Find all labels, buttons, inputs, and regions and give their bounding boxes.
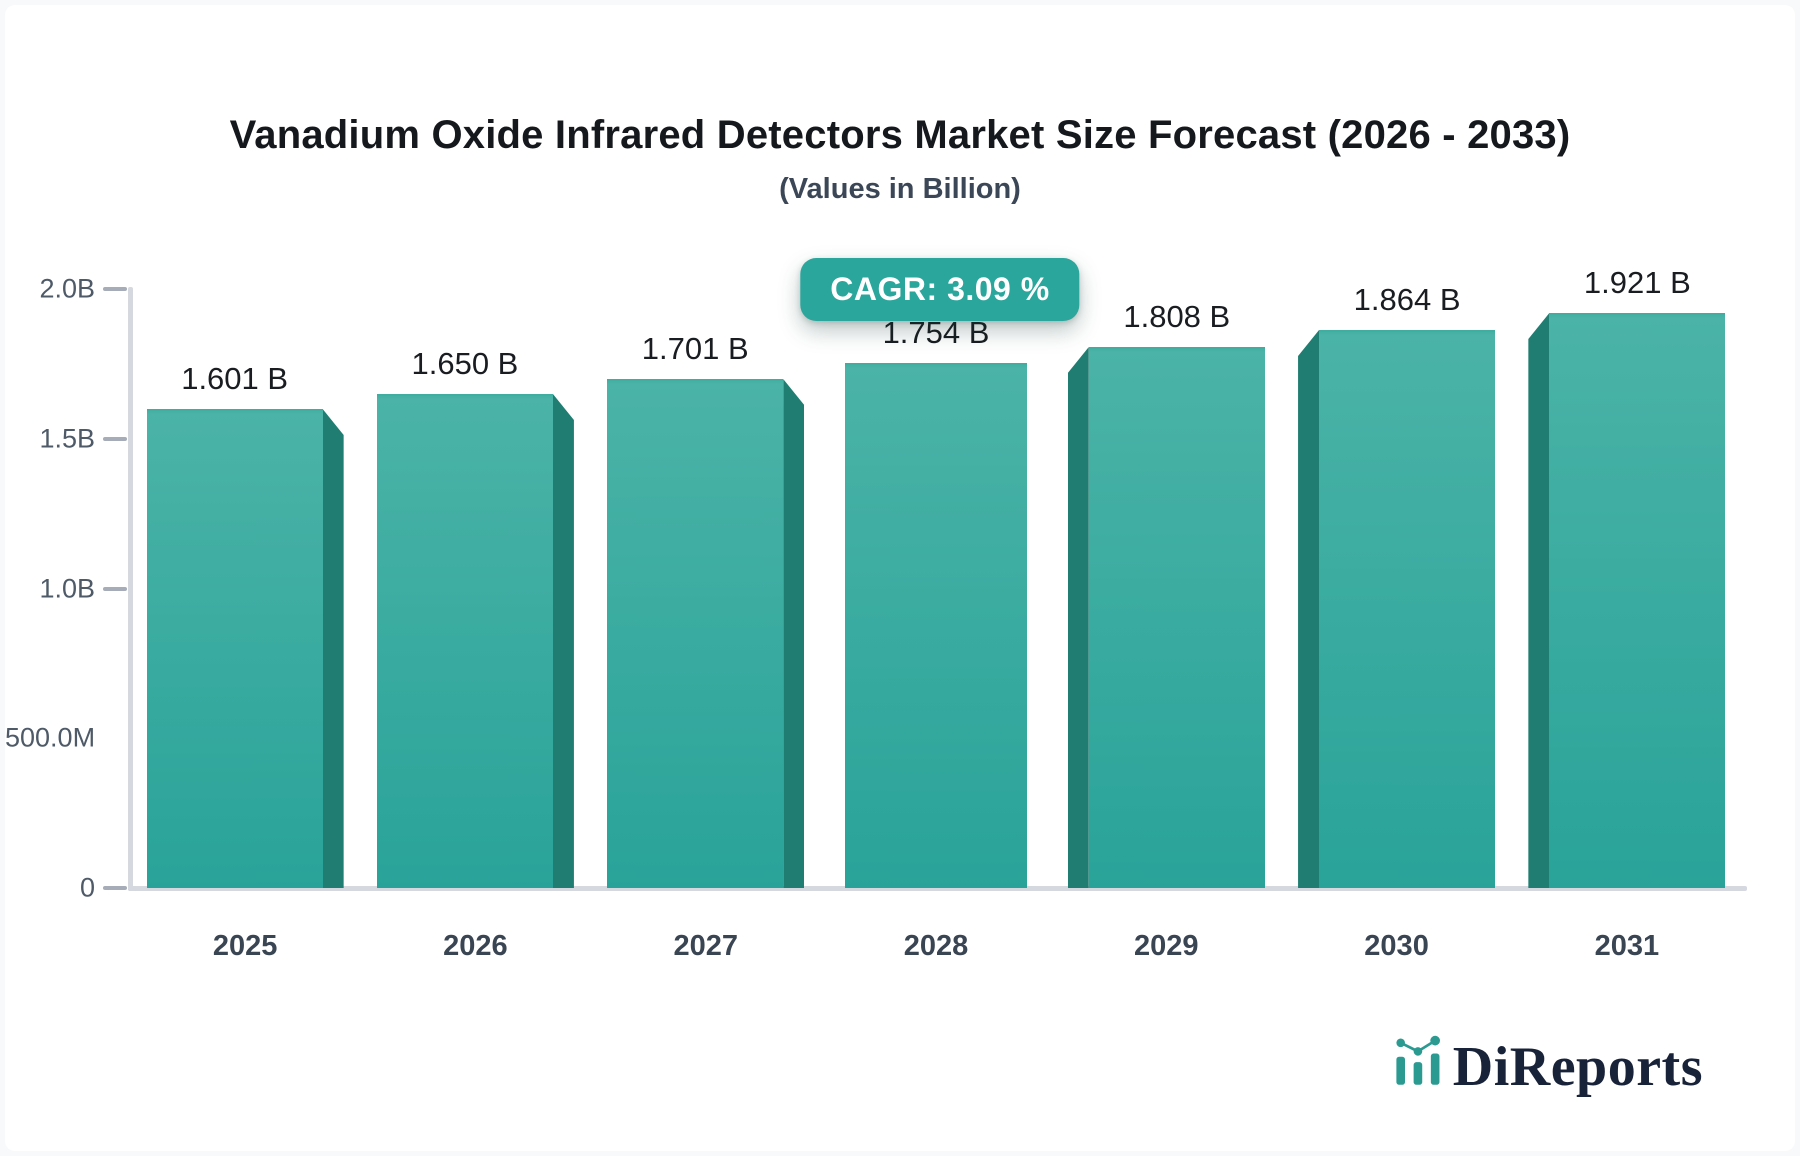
chart-title: Vanadium Oxide Infrared Detectors Market… xyxy=(229,113,1571,157)
bar-3d-side xyxy=(783,379,805,888)
y-axis-line xyxy=(128,287,133,891)
y-tick-dash xyxy=(103,436,127,441)
bar-2025 xyxy=(146,409,323,888)
bar-value-label: 1.650 B xyxy=(411,346,519,381)
x-axis-label-2025: 2025 xyxy=(212,930,278,962)
cagr-badge: CAGR: 3.09 % xyxy=(800,258,1080,321)
y-tick-label: 500.0M xyxy=(5,722,96,753)
bar-value-label: 1.601 B xyxy=(181,361,289,396)
x-axis-label-2028: 2028 xyxy=(903,930,969,962)
x-axis-label-2026: 2026 xyxy=(443,930,508,962)
y-tick-dash xyxy=(103,586,127,591)
cagr-badge-label: CAGR: 3.09 % xyxy=(830,271,1050,307)
bar-2031 xyxy=(1549,313,1726,888)
bar-value-label: 1.808 B xyxy=(1123,299,1231,334)
bar-2028 xyxy=(845,363,1027,888)
chart-card: Vanadium Oxide Infrared Detectors Market… xyxy=(5,5,1795,1151)
logo-text: DiReports xyxy=(1452,1036,1703,1098)
y-tick-label: 0 xyxy=(79,872,95,903)
bar-3d-side xyxy=(1067,347,1089,888)
bar-2027 xyxy=(607,379,784,888)
brand-logo: DiReports xyxy=(1391,1031,1703,1095)
bar-2026 xyxy=(376,394,553,888)
bar-value-label: 1.701 B xyxy=(641,331,749,366)
y-tick-dash xyxy=(103,886,127,890)
x-axis-label-2029: 2029 xyxy=(1134,930,1199,962)
bar-3d-side xyxy=(552,394,574,888)
y-tick-dash xyxy=(103,287,127,291)
bar-2030 xyxy=(1319,330,1496,888)
plot-area: 2.0B 1.5B 1.0B 500.0M 0 1.601 B 1.650 B 1.701 … xyxy=(5,5,1795,1151)
bar-3d-side xyxy=(1298,330,1320,888)
x-axis-label-2027: 2027 xyxy=(673,930,738,962)
bar-3d-side xyxy=(322,409,344,888)
bar-chart-trend-icon xyxy=(1396,1035,1440,1085)
chart-subtitle: (Values in Billion) xyxy=(779,173,1021,205)
y-tick-label: 1.0B xyxy=(39,573,95,603)
bar-value-label: 1.921 B xyxy=(1583,265,1691,300)
x-axis-label-2031: 2031 xyxy=(1594,930,1660,962)
bar-2029 xyxy=(1088,347,1265,888)
bar-3d-side xyxy=(1528,313,1550,888)
y-tick-label: 1.5B xyxy=(39,423,95,454)
bar-value-label: 1.864 B xyxy=(1353,282,1461,317)
y-tick-label: 2.0B xyxy=(39,273,95,304)
x-axis-label-2030: 2030 xyxy=(1364,930,1429,962)
x-axis-line xyxy=(128,886,1747,891)
